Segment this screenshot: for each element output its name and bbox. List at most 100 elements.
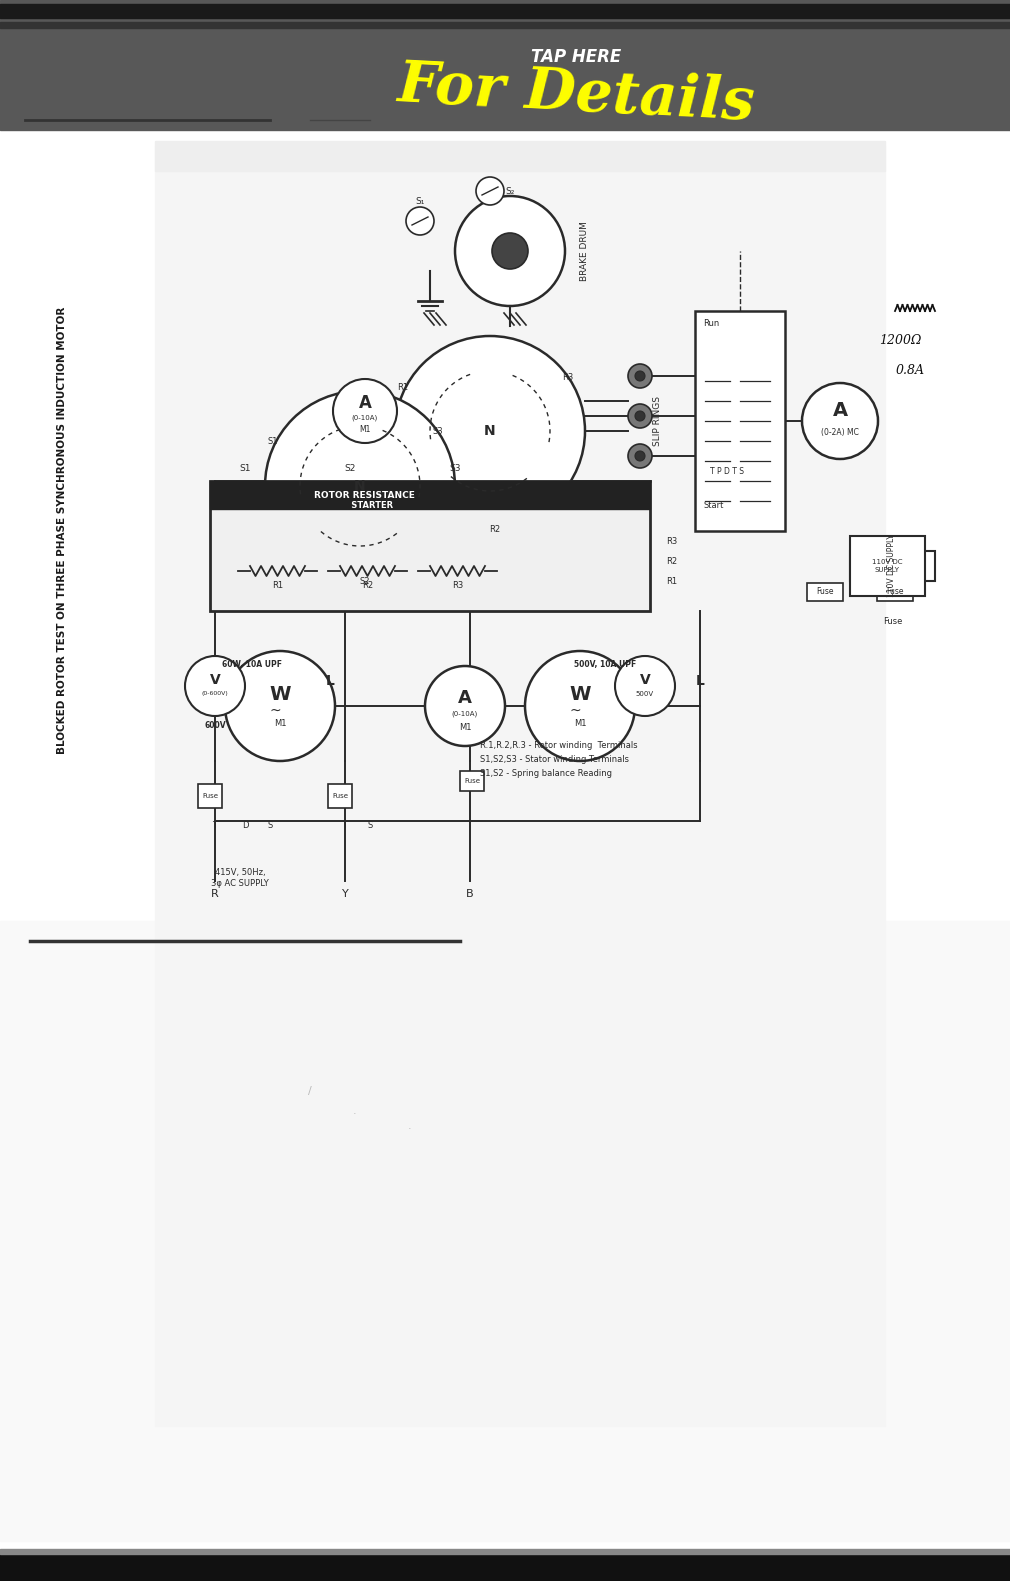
Text: S3: S3 bbox=[432, 427, 442, 436]
Text: (0-10A): (0-10A) bbox=[451, 711, 478, 718]
Text: Fuse: Fuse bbox=[464, 778, 480, 784]
Text: L: L bbox=[325, 674, 334, 688]
Text: Start: Start bbox=[703, 501, 723, 511]
Text: M1: M1 bbox=[360, 425, 371, 433]
Text: 415V, 50Hz,: 415V, 50Hz, bbox=[215, 868, 266, 877]
Text: W: W bbox=[270, 685, 291, 704]
Text: TAP HERE: TAP HERE bbox=[530, 47, 621, 66]
Text: Fuse: Fuse bbox=[332, 794, 348, 798]
Bar bbox=[0, 922, 1010, 1541]
Text: B: B bbox=[467, 889, 474, 900]
Text: R3: R3 bbox=[562, 373, 573, 381]
Bar bbox=[695, 311, 785, 531]
Text: T P D T S: T P D T S bbox=[710, 466, 744, 476]
Bar bbox=[0, 1549, 1010, 1554]
Text: R2: R2 bbox=[490, 525, 501, 533]
Text: 500V, 10A UPF: 500V, 10A UPF bbox=[574, 659, 636, 669]
Text: R: R bbox=[211, 889, 219, 900]
Text: STARTER: STARTER bbox=[334, 501, 394, 509]
Text: S1: S1 bbox=[239, 463, 250, 473]
Text: S2: S2 bbox=[360, 577, 371, 587]
Text: S₁: S₁ bbox=[415, 196, 424, 206]
Circle shape bbox=[406, 207, 434, 236]
Text: BLOCKED ROTOR TEST ON THREE PHASE SYNCHRONOUS INDUCTION MOTOR: BLOCKED ROTOR TEST ON THREE PHASE SYNCHR… bbox=[57, 307, 67, 754]
Circle shape bbox=[525, 651, 635, 760]
Text: 3φ AC SUPPLY: 3φ AC SUPPLY bbox=[211, 879, 269, 889]
Text: T: T bbox=[212, 822, 217, 830]
Text: R1: R1 bbox=[667, 577, 678, 585]
Text: R2: R2 bbox=[667, 557, 678, 566]
Text: L: L bbox=[696, 674, 704, 688]
Bar bbox=[0, 130, 1010, 1546]
Circle shape bbox=[628, 405, 652, 428]
Text: (0-600V): (0-600V) bbox=[202, 691, 228, 697]
Circle shape bbox=[265, 391, 454, 580]
Text: S2: S2 bbox=[344, 463, 356, 473]
Text: R.1,R.2,R.3 - Rotor winding  Terminals: R.1,R.2,R.3 - Rotor winding Terminals bbox=[480, 741, 637, 751]
Text: R1: R1 bbox=[272, 582, 283, 590]
Text: SLIP RINGS: SLIP RINGS bbox=[653, 395, 663, 446]
Bar bbox=[328, 784, 352, 808]
Bar bbox=[0, 22, 1010, 28]
Text: M1: M1 bbox=[459, 724, 472, 732]
Text: A: A bbox=[459, 689, 472, 707]
Bar bbox=[0, 1551, 1010, 1581]
Text: 110V DC
SUPPLY: 110V DC SUPPLY bbox=[872, 560, 902, 572]
Circle shape bbox=[628, 364, 652, 387]
Text: R2: R2 bbox=[362, 582, 373, 590]
Circle shape bbox=[492, 232, 528, 269]
Bar bbox=[850, 552, 935, 580]
Circle shape bbox=[395, 337, 585, 526]
Text: 500V: 500V bbox=[636, 691, 654, 697]
Circle shape bbox=[333, 379, 397, 443]
Text: /: / bbox=[308, 1086, 312, 1096]
Text: 110V DC SUPPLY: 110V DC SUPPLY bbox=[888, 534, 897, 598]
Text: A: A bbox=[832, 402, 847, 421]
Bar bbox=[155, 141, 885, 171]
Bar bbox=[210, 481, 650, 610]
Circle shape bbox=[615, 656, 675, 716]
Circle shape bbox=[635, 451, 645, 462]
Circle shape bbox=[635, 411, 645, 421]
Text: S: S bbox=[368, 822, 373, 830]
Text: ROTOR RESISTANCE: ROTOR RESISTANCE bbox=[313, 490, 414, 500]
Text: .: . bbox=[354, 1107, 357, 1116]
Text: A: A bbox=[359, 394, 372, 413]
Bar bbox=[877, 583, 913, 601]
Text: M1: M1 bbox=[574, 719, 586, 729]
Circle shape bbox=[185, 656, 245, 716]
Text: S1,S2 - Spring balance Reading: S1,S2 - Spring balance Reading bbox=[480, 770, 612, 778]
Bar bbox=[460, 772, 484, 790]
Text: R3: R3 bbox=[667, 536, 678, 545]
Text: R1: R1 bbox=[397, 383, 408, 392]
Bar bbox=[210, 481, 650, 509]
Text: N: N bbox=[484, 424, 496, 438]
Bar bbox=[807, 583, 843, 601]
Text: 1200Ω: 1200Ω bbox=[879, 335, 921, 348]
Text: Fuse: Fuse bbox=[202, 794, 218, 798]
Text: Y: Y bbox=[341, 889, 348, 900]
Text: V: V bbox=[210, 674, 220, 688]
Circle shape bbox=[425, 666, 505, 746]
Text: S1,S2,S3 - Stator winding Terminals: S1,S2,S3 - Stator winding Terminals bbox=[480, 756, 629, 765]
Bar bbox=[0, 5, 1010, 17]
Bar bbox=[0, 0, 1010, 130]
Circle shape bbox=[628, 444, 652, 468]
Text: M1: M1 bbox=[274, 719, 286, 729]
Text: Fuse: Fuse bbox=[886, 588, 904, 596]
Text: (0-2A) MC: (0-2A) MC bbox=[821, 428, 858, 438]
Text: ~: ~ bbox=[570, 704, 581, 718]
Circle shape bbox=[454, 196, 565, 307]
Text: 600V: 600V bbox=[204, 721, 226, 730]
Text: T: T bbox=[342, 822, 347, 830]
Text: N: N bbox=[355, 479, 366, 493]
Text: For Details: For Details bbox=[396, 57, 755, 133]
Text: BRAKE DRUM: BRAKE DRUM bbox=[580, 221, 589, 281]
Text: S3: S3 bbox=[449, 463, 461, 473]
Text: R3: R3 bbox=[451, 582, 464, 590]
Text: S1: S1 bbox=[268, 438, 278, 446]
Bar bbox=[198, 784, 222, 808]
Circle shape bbox=[635, 372, 645, 381]
Text: 60W, 10A UPF: 60W, 10A UPF bbox=[222, 659, 282, 669]
Circle shape bbox=[476, 177, 504, 206]
